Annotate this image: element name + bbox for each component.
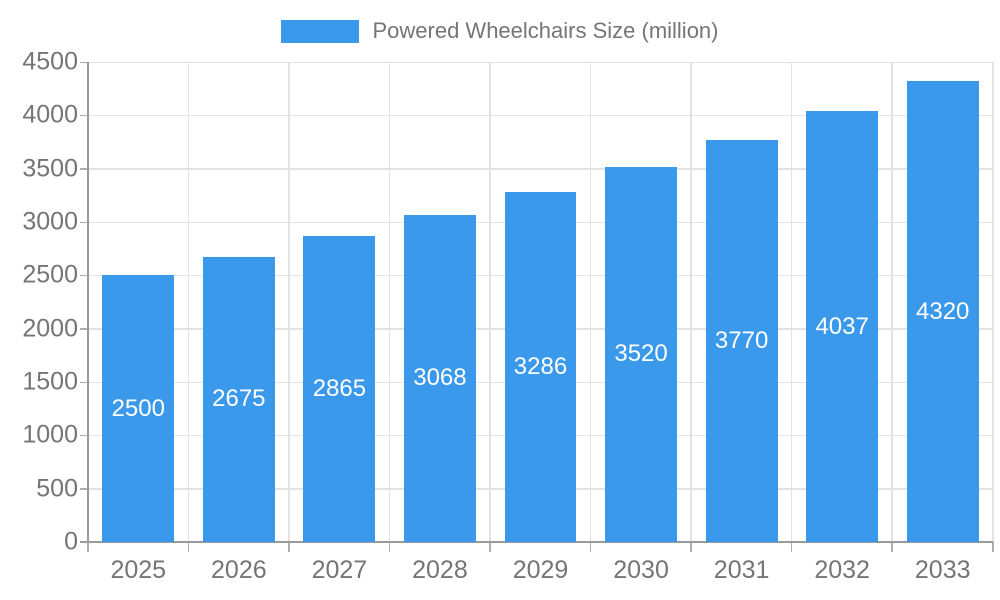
y-axis-label: 4500: [22, 47, 78, 76]
bar-value-label: 3286: [513, 352, 568, 380]
gridline-vertical: [288, 62, 290, 542]
x-axis-label: 2031: [713, 556, 770, 584]
y-axis-label: 0: [64, 527, 78, 556]
y-tick: [80, 488, 88, 490]
x-axis-line: [80, 541, 993, 543]
bar-2032[interactable]: 4037: [806, 111, 879, 542]
bar-value-label: 3770: [714, 326, 769, 354]
y-tick: [80, 221, 88, 224]
gridline-horizontal: [88, 61, 993, 63]
y-axis-label: 1000: [22, 420, 78, 449]
x-tick: [288, 542, 290, 552]
x-tick: [87, 542, 89, 552]
legend-label: Powered Wheelchairs Size (million): [372, 18, 719, 43]
gridline-horizontal: [88, 168, 993, 170]
y-axis-label: 2000: [22, 314, 78, 343]
y-axis: 0 500 1000 1500 2000 2500 3000 3500 4000 4500: [0, 48, 78, 556]
x-axis-label: 2030: [613, 556, 669, 584]
y-axis-label: 2500: [22, 260, 78, 289]
bar-2026[interactable]: 2675: [202, 256, 275, 542]
y-tick: [80, 381, 88, 384]
bar-2030[interactable]: 3520: [605, 166, 677, 542]
x-tick: [992, 542, 994, 552]
y-tick: [80, 274, 88, 277]
x-axis-label: 2032: [814, 556, 870, 584]
y-tick: [80, 168, 88, 170]
bar-value-label: 2675: [212, 385, 266, 413]
plot-area: 2500 2675 2865 3068 3286 3520 3770 4037 4320: [80, 61, 994, 552]
y-axis-label: 500: [36, 474, 78, 503]
bar-2029[interactable]: 3286: [504, 191, 577, 542]
bar-value-label: 3068: [413, 364, 467, 392]
y-tick: [80, 61, 88, 63]
x-axis-label: 2027: [311, 556, 368, 584]
bar-2033[interactable]: 4320: [906, 81, 979, 542]
gridline-vertical: [187, 62, 190, 542]
gridline-vertical: [388, 62, 391, 542]
bar-value-label: 2865: [312, 375, 367, 403]
gridline-horizontal: [88, 114, 993, 117]
gridline-vertical: [489, 62, 491, 542]
y-axis-label: 3500: [22, 154, 78, 183]
bar-2031[interactable]: 3770: [705, 139, 778, 542]
gridline-vertical: [589, 62, 592, 542]
x-tick: [790, 542, 793, 552]
y-tick: [80, 114, 88, 117]
y-tick: [80, 328, 88, 330]
x-tick: [891, 542, 893, 552]
y-axis-label: 1500: [22, 367, 78, 396]
bar-value-label: 2500: [111, 394, 165, 422]
y-axis-line: [87, 62, 89, 542]
bar-2025[interactable]: 2500: [102, 275, 175, 542]
x-axis-label: 2025: [110, 556, 167, 584]
x-tick: [589, 542, 592, 552]
x-axis: 2025 2026 2027 2028 2029 2030 2031 2032 2033: [88, 556, 993, 588]
gridline-vertical: [891, 62, 893, 542]
gridline-vertical: [690, 62, 692, 542]
x-tick: [690, 542, 692, 552]
gridline-vertical: [790, 62, 793, 542]
x-axis-label: 2028: [412, 556, 468, 584]
bar-value-label: 4320: [916, 297, 970, 325]
bar-2027[interactable]: 2865: [303, 236, 376, 542]
x-tick: [388, 542, 391, 552]
bar-2028[interactable]: 3068: [403, 214, 476, 542]
legend[interactable]: Powered Wheelchairs Size (million): [0, 18, 1000, 44]
x-tick: [187, 542, 190, 552]
x-tick: [489, 542, 491, 552]
x-axis-label: 2033: [914, 556, 971, 584]
x-axis-label: 2026: [211, 556, 267, 584]
y-axis-label: 4000: [22, 100, 78, 129]
y-axis-label: 3000: [22, 207, 78, 236]
bar-value-label: 3520: [614, 340, 668, 368]
bar-value-label: 4037: [815, 312, 869, 340]
y-tick: [80, 434, 88, 437]
x-axis-label: 2029: [512, 556, 569, 584]
gridline-vertical: [992, 62, 994, 542]
legend-swatch: [281, 19, 360, 43]
